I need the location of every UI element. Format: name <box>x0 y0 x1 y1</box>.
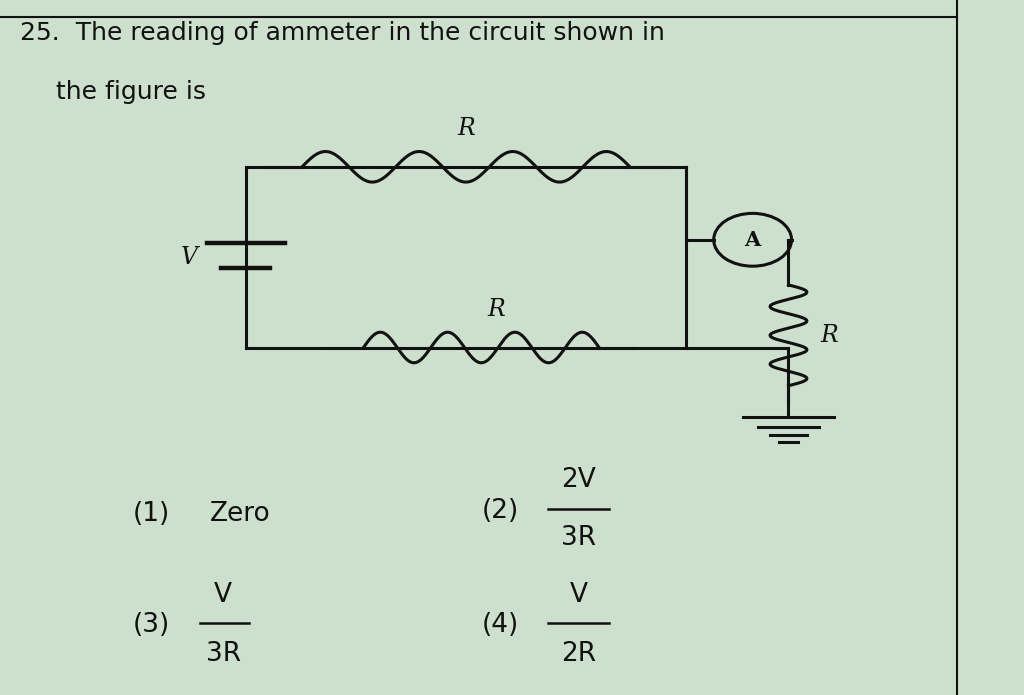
Text: R: R <box>457 117 475 140</box>
Text: (1): (1) <box>133 501 170 528</box>
Text: R: R <box>820 324 839 347</box>
Text: Zero: Zero <box>210 501 270 528</box>
Text: the figure is: the figure is <box>56 80 206 104</box>
Text: 25.  The reading of ammeter in the circuit shown in: 25. The reading of ammeter in the circui… <box>20 21 666 45</box>
Text: A: A <box>744 230 761 250</box>
Text: (3): (3) <box>133 612 170 639</box>
Text: (2): (2) <box>481 498 518 524</box>
Text: 3R: 3R <box>206 641 241 667</box>
Text: V: V <box>181 245 198 269</box>
Text: R: R <box>487 297 506 321</box>
Text: 2R: 2R <box>561 641 596 667</box>
Text: 2V: 2V <box>561 468 596 493</box>
Text: V: V <box>569 582 588 608</box>
Text: (4): (4) <box>481 612 518 639</box>
Text: 3R: 3R <box>561 525 596 550</box>
Text: V: V <box>214 582 232 608</box>
